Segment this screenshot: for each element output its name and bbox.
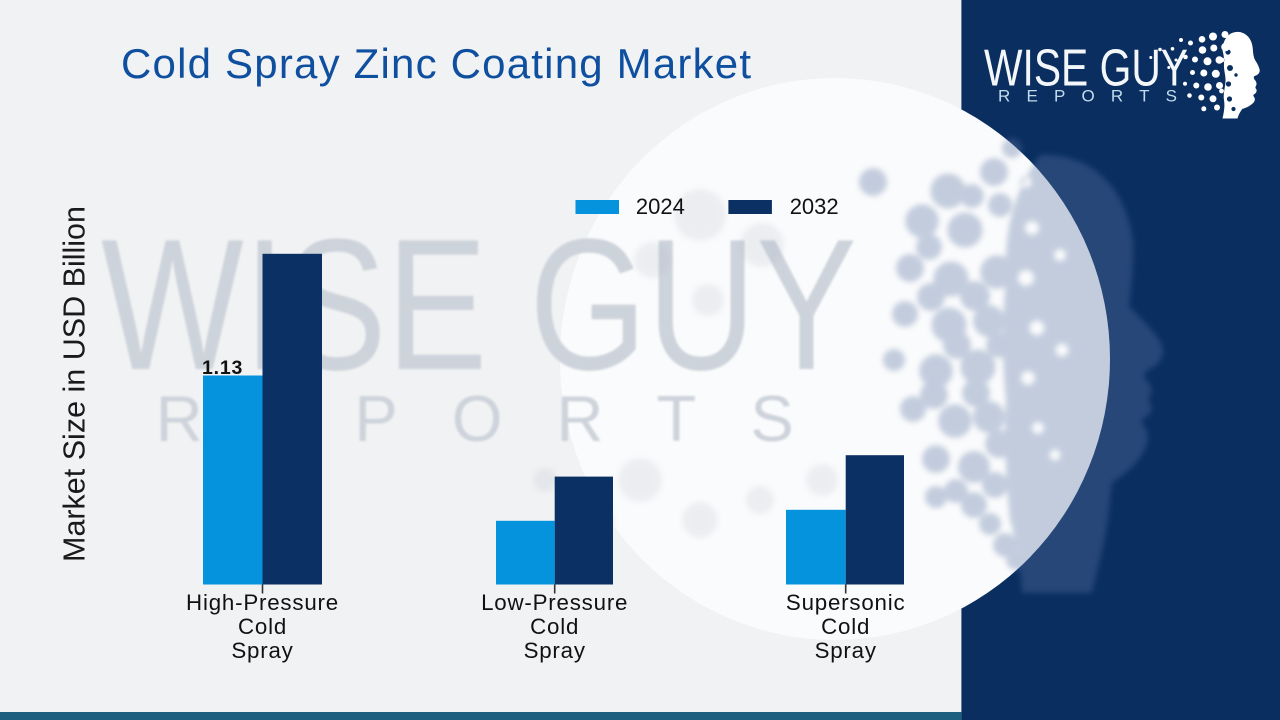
svg-text:Supersonic: Supersonic: [786, 590, 906, 615]
svg-text:1.13: 1.13: [202, 357, 243, 379]
svg-text:Market Size in USD Billion: Market Size in USD Billion: [57, 206, 91, 562]
svg-text:Spray: Spray: [815, 638, 877, 663]
svg-text:Low-Pressure: Low-Pressure: [481, 590, 628, 615]
svg-text:Cold: Cold: [238, 614, 287, 639]
svg-text:Cold: Cold: [530, 614, 579, 639]
svg-text:High-Pressure: High-Pressure: [186, 590, 339, 615]
svg-text:2032: 2032: [790, 194, 839, 219]
svg-text:2024: 2024: [636, 194, 685, 219]
svg-text:Cold: Cold: [821, 614, 870, 639]
svg-text:Spray: Spray: [231, 638, 293, 663]
svg-text:WISE GUY: WISE GUY: [101, 200, 857, 409]
svg-text:WISE GUY: WISE GUY: [984, 39, 1188, 97]
svg-text:Cold Spray Zinc Coating Market: Cold Spray Zinc Coating Market: [121, 40, 752, 87]
svg-text:Spray: Spray: [524, 638, 586, 663]
